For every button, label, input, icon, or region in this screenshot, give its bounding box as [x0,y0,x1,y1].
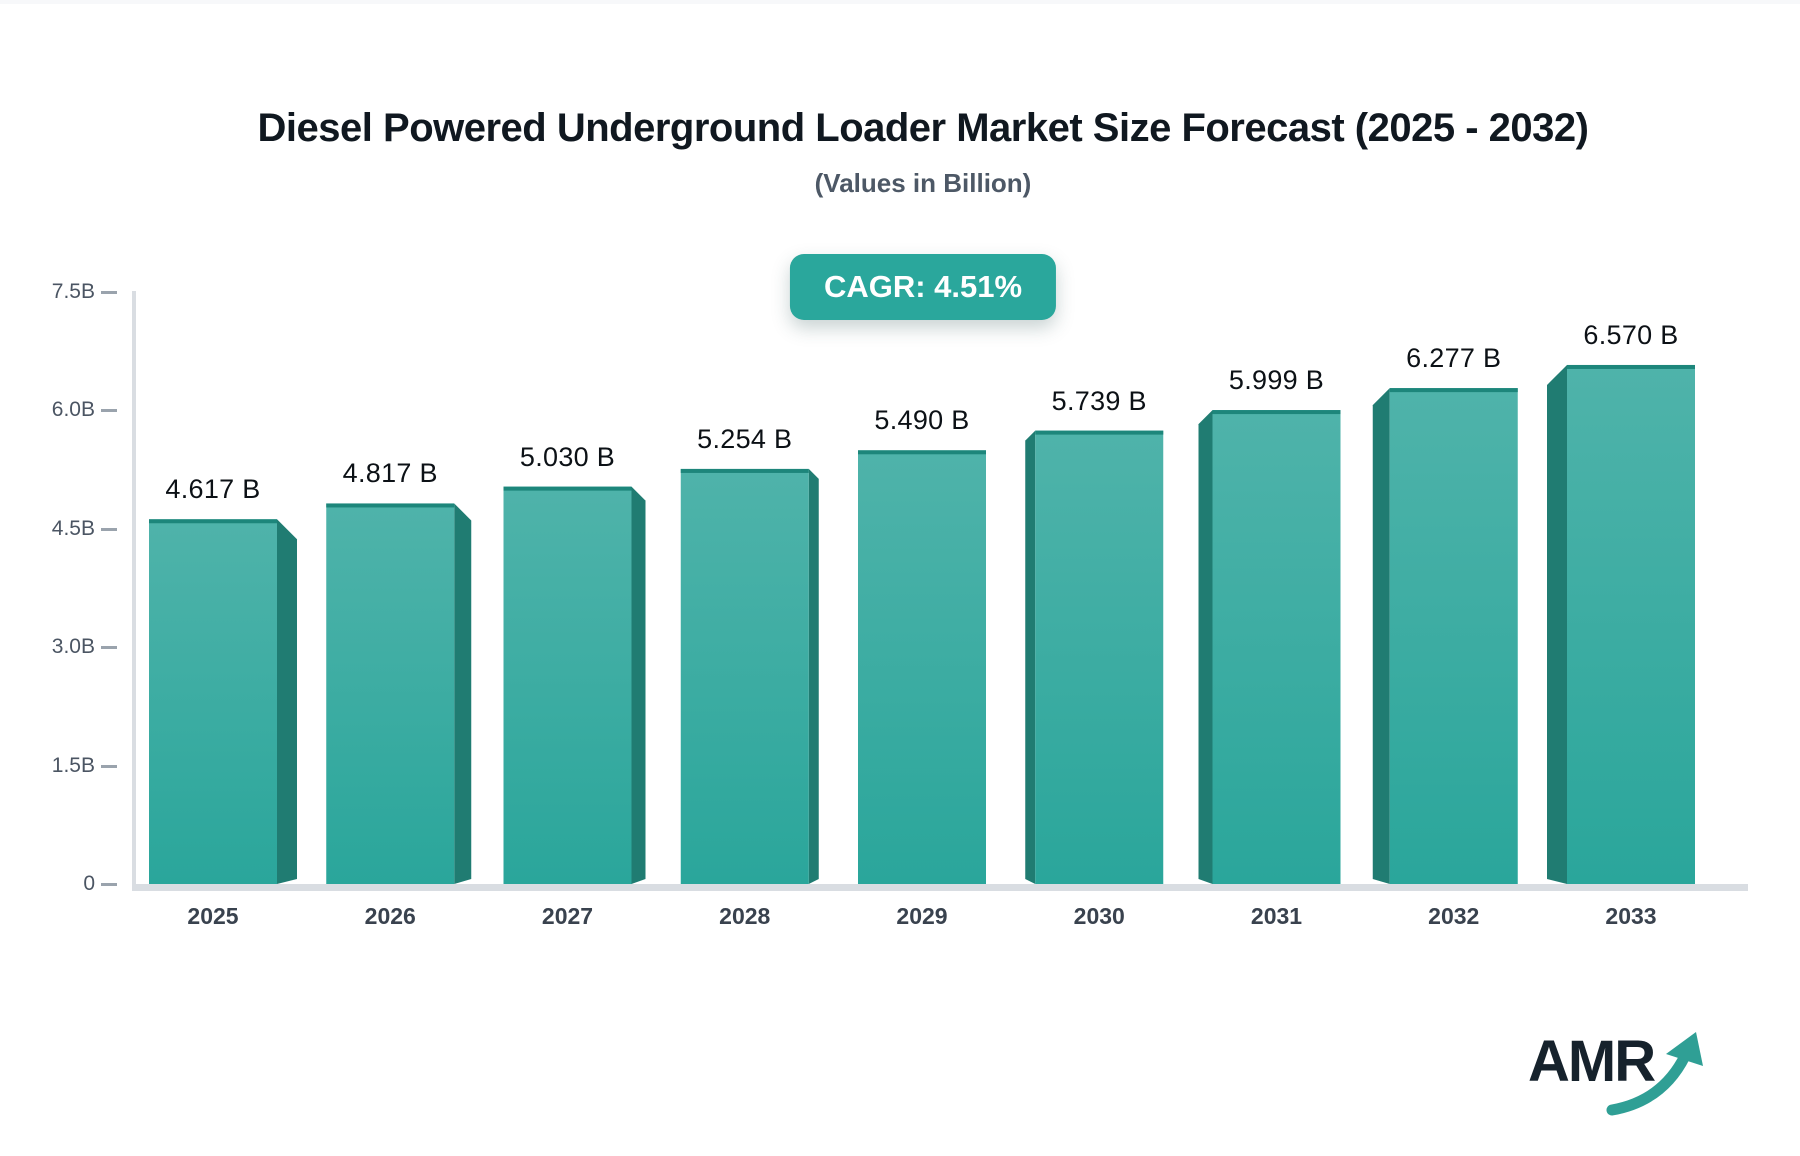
bar-top-edge [326,503,455,508]
y-axis-tick-label: 1.5B [51,753,95,777]
y-axis-tick-mark [101,883,117,886]
bar-top-edge [503,486,632,491]
bars-group [149,364,1695,885]
chart-subtitle: (Values in Billion) [814,168,1032,198]
y-axis-tick-label: 4.5B [51,516,95,540]
bar-side-face[interactable] [808,468,819,884]
y-axis-tick-mark [101,290,117,294]
amr-logo: AMR [1528,1028,1728,1118]
bar-front-face[interactable] [1035,430,1164,884]
bar-value-label: 5.999 B [1228,365,1325,396]
bar-top-edge [858,450,986,455]
y-axis-tick-label: 0 [83,872,95,895]
bar-front-face[interactable] [1389,388,1518,884]
y-axis-tick-mark [101,646,117,649]
y-axis-tick-label: 7.5B [51,279,95,303]
x-axis-category-label: 2032 [1428,903,1480,929]
bar-side-face[interactable] [1025,430,1036,884]
bar-value-label: 4.617 B [165,474,261,505]
bar-value-label: 5.490 B [874,405,970,436]
bar-front-face[interactable] [503,486,632,884]
chart-title: Diesel Powered Underground Loader Market… [257,106,1589,150]
y-axis-tick-label: 6.0B [51,398,95,421]
bar-top-edge [680,468,809,473]
x-axis-category-label: 2025 [187,903,239,929]
x-axis-category-label: 2031 [1250,903,1303,929]
page-top-edge [0,0,1800,4]
bar-side-face[interactable] [1198,410,1213,884]
x-axis-category-label: 2027 [541,903,594,929]
bar-value-label: 5.030 B [519,441,616,472]
bar-top-edge [1567,364,1695,369]
bar-front-face[interactable] [1212,410,1341,884]
amr-logo-text: AMR [1528,1029,1656,1094]
x-axis-category-label: 2029 [896,903,948,929]
bar-front-face[interactable] [326,503,455,884]
x-axis-category-label: 2033 [1605,903,1657,929]
x-axis-category-label: 2030 [1073,903,1125,929]
bar-top-edge [1212,410,1341,415]
bar-front-face[interactable] [858,450,986,884]
y-axis-tick-mark [101,764,117,768]
x-axis-category-label: 2026 [364,903,416,929]
bar-value-label: 4.817 B [342,458,438,489]
bar-top-edge [1389,388,1518,393]
bar-value-label: 5.254 B [697,423,793,454]
bar-front-face[interactable] [680,468,809,884]
bar-value-label: 6.277 B [1406,343,1502,374]
bar-top-edge [149,519,277,524]
bar-top-edge [1035,430,1164,435]
bar-side-face[interactable] [631,486,646,884]
bar-side-face[interactable] [454,503,472,884]
bar-side-face[interactable] [1547,364,1567,885]
y-axis-line [132,291,136,884]
bar-side-face[interactable] [277,519,297,884]
cagr-badge: CAGR: 4.51% [789,254,1057,320]
y-axis-tick-label: 3.0B [51,635,95,658]
x-axis-line [132,884,1748,891]
y-axis-tick-mark [101,409,117,412]
x-axis-category-label: 2028 [719,903,771,929]
bar-side-face[interactable] [1372,388,1390,884]
bar-value-label: 5.739 B [1051,385,1147,416]
growth-arrow-icon [1606,1032,1703,1116]
bar-value-label: 6.570 B [1583,319,1679,350]
y-axis-tick-mark [101,527,117,531]
bar-front-face[interactable] [149,519,277,884]
bar-front-face[interactable] [1567,364,1695,885]
